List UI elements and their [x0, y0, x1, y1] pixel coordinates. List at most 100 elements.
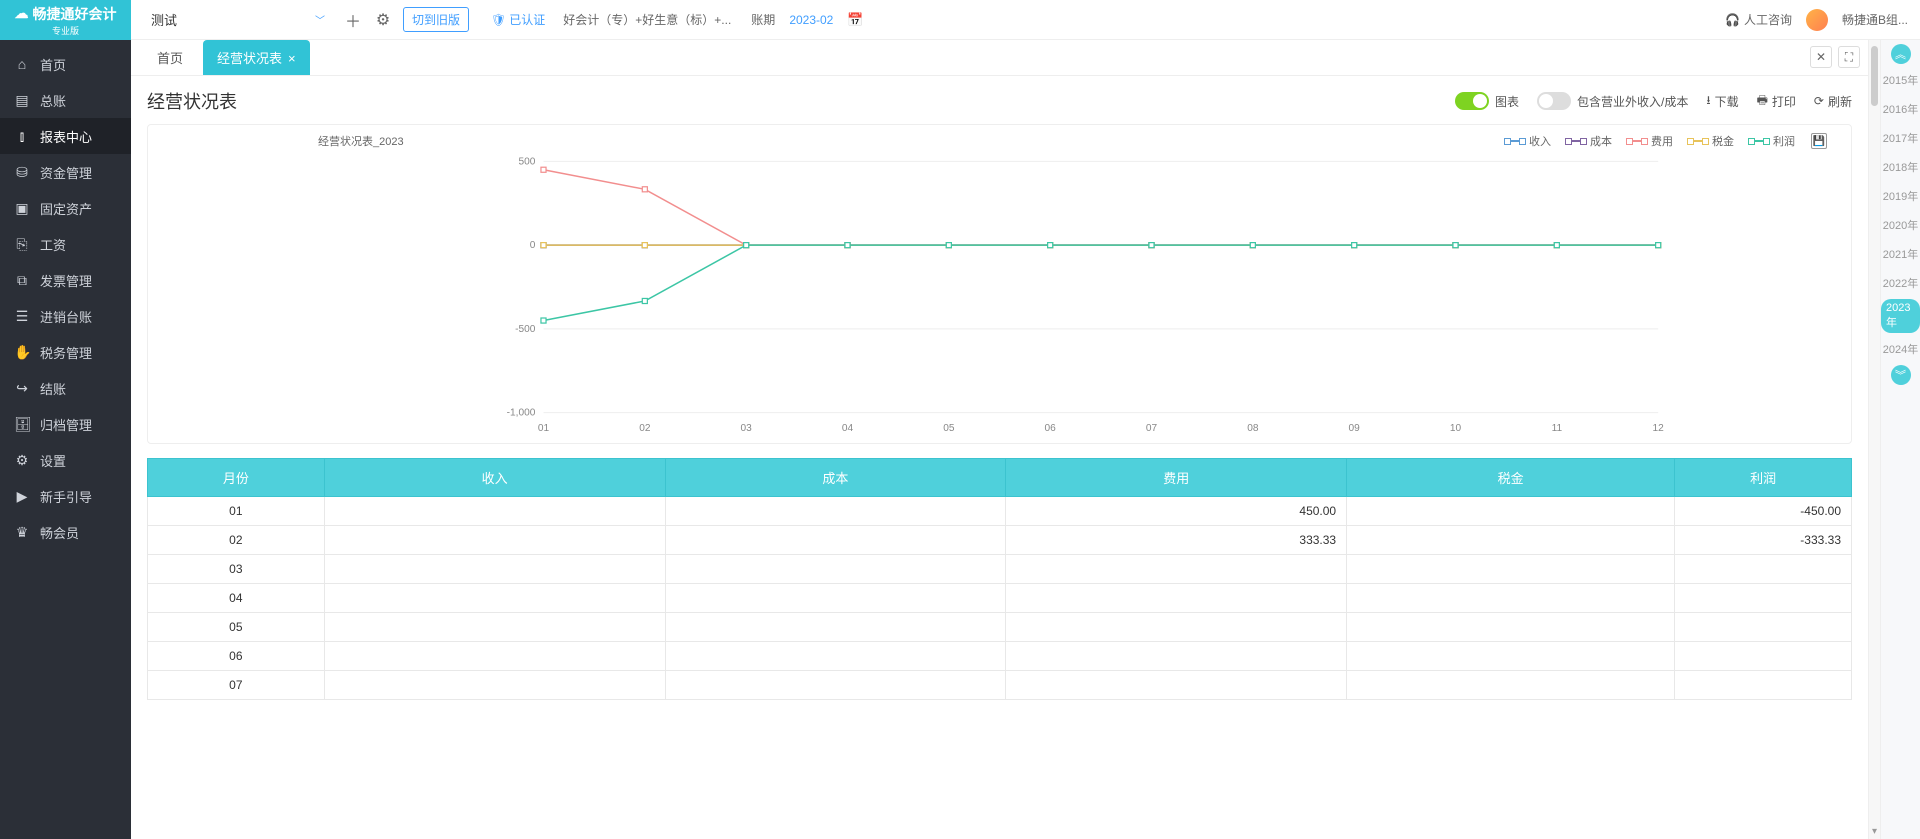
sidebar-label: 总账	[40, 91, 66, 110]
plan-text: 好会计（专）+好生意（标）+...	[563, 11, 731, 28]
table-cell: 02	[148, 526, 325, 555]
sidebar-item-6[interactable]: ⧉发票管理	[0, 262, 131, 298]
user-name[interactable]: 畅捷通B组...	[1842, 11, 1908, 28]
tab-current[interactable]: 经营状况表×	[203, 40, 310, 75]
table-cell	[665, 584, 1006, 613]
toggle-extra[interactable]	[1537, 92, 1571, 110]
year-item[interactable]: 2022年	[1883, 270, 1918, 296]
sidebar-icon: ▣	[14, 200, 30, 217]
sidebar-item-2[interactable]: ⫾报表中心	[0, 118, 131, 154]
year-item[interactable]: 2015年	[1883, 67, 1918, 93]
settings-icon[interactable]: ⚙	[373, 10, 393, 30]
tab-close-all[interactable]: ✕	[1810, 46, 1832, 68]
avatar[interactable]	[1806, 9, 1828, 31]
svg-text:07: 07	[1146, 423, 1158, 434]
svg-text:-500: -500	[515, 324, 536, 335]
year-item[interactable]: 2020年	[1883, 212, 1918, 238]
table-cell	[1347, 671, 1675, 700]
table-cell	[324, 526, 665, 555]
table-cell	[1675, 671, 1852, 700]
tab-fullscreen[interactable]: ⛶	[1838, 46, 1860, 68]
table-header: 利润	[1675, 459, 1852, 497]
table-cell	[1347, 642, 1675, 671]
year-item[interactable]: 2016年	[1883, 96, 1918, 122]
table-cell: 01	[148, 497, 325, 526]
year-down-button[interactable]: ︾	[1891, 365, 1911, 385]
legend-item[interactable]: 费用	[1628, 133, 1673, 149]
svg-text:-1,000: -1,000	[507, 408, 536, 419]
table-cell	[665, 642, 1006, 671]
svg-text:09: 09	[1349, 423, 1361, 434]
calendar-icon[interactable]: 📅	[847, 12, 863, 28]
sidebar-item-0[interactable]: ⌂首页	[0, 46, 131, 82]
table-cell: 05	[148, 613, 325, 642]
sidebar-item-12[interactable]: ▶ 新手引导	[0, 478, 131, 514]
tab-close-icon[interactable]: ×	[288, 51, 296, 66]
year-item[interactable]: 2019年	[1883, 183, 1918, 209]
print-icon: 🖶	[1757, 91, 1768, 112]
table-row: 04	[148, 584, 1852, 613]
sidebar-item-11[interactable]: ⚙设置	[0, 442, 131, 478]
svg-text:0: 0	[530, 240, 536, 251]
table-row: 05	[148, 613, 1852, 642]
year-item[interactable]: 2021年	[1883, 241, 1918, 267]
refresh-icon: ⟳	[1814, 94, 1824, 108]
legend-item[interactable]: 税金	[1689, 133, 1734, 149]
sidebar-item-7[interactable]: ☰进销台账	[0, 298, 131, 334]
legend-item[interactable]: 收入	[1506, 133, 1551, 149]
sidebar-item-10[interactable]: 🗄归档管理	[0, 406, 131, 442]
chart-save-icon[interactable]: 💾	[1811, 133, 1827, 149]
support-link[interactable]: 🎧人工咨询	[1725, 11, 1792, 28]
sidebar-item-13[interactable]: ♛畅会员	[0, 514, 131, 550]
add-button[interactable]: ＋	[343, 10, 363, 30]
legend-item[interactable]: 成本	[1567, 133, 1612, 149]
year-up-button[interactable]: ︽	[1891, 44, 1911, 64]
brand-logo: ☁畅捷通好会计 专业版	[0, 0, 131, 40]
sidebar-icon: ⧉	[14, 272, 30, 289]
sidebar-icon: ⫾	[14, 128, 30, 145]
year-item[interactable]: 2018年	[1883, 154, 1918, 180]
table-header: 成本	[665, 459, 1006, 497]
year-item[interactable]: 2017年	[1883, 125, 1918, 151]
tab-home[interactable]: 首页	[143, 40, 197, 75]
sidebar-item-3[interactable]: ⛁资金管理	[0, 154, 131, 190]
table-cell	[1347, 555, 1675, 584]
sidebar-item-9[interactable]: ↪结账	[0, 370, 131, 406]
table-cell	[1347, 526, 1675, 555]
refresh-button[interactable]: ⟳刷新	[1814, 93, 1852, 110]
sidebar-label: 新手引导	[40, 487, 92, 506]
sidebar-item-4[interactable]: ▣ 固定资产	[0, 190, 131, 226]
svg-text:01: 01	[538, 423, 550, 434]
data-table: 月份收入成本费用税金利润01450.00-450.0002333.33-333.…	[147, 458, 1852, 700]
table-cell	[1675, 555, 1852, 584]
period-value[interactable]: 2023-02	[789, 13, 833, 27]
svg-text:500: 500	[518, 156, 535, 167]
sidebar-icon: 🗄	[14, 416, 30, 433]
sidebar-item-8[interactable]: ✋税务管理	[0, 334, 131, 370]
print-button[interactable]: 🖶打印	[1757, 91, 1796, 112]
legend-item[interactable]: 利润	[1750, 133, 1795, 149]
sidebar-item-5[interactable]: ⎘工资	[0, 226, 131, 262]
sidebar-label: 固定资产	[40, 199, 92, 218]
table-cell	[1347, 584, 1675, 613]
sidebar-item-1[interactable]: ▤总账	[0, 82, 131, 118]
sidebar-icon: ▶	[14, 488, 30, 505]
year-item[interactable]: 2024年	[1883, 336, 1918, 362]
scroll-indicator[interactable]: ▾	[1868, 40, 1880, 839]
table-cell	[1006, 555, 1347, 584]
year-item[interactable]: 2023年	[1881, 299, 1920, 333]
toggle-chart[interactable]	[1455, 92, 1489, 110]
toggle-chart-label: 图表	[1495, 93, 1519, 110]
company-selector[interactable]: 测试﹀	[143, 6, 333, 33]
svg-text:11: 11	[1552, 423, 1563, 434]
table-row: 01450.00-450.00	[148, 497, 1852, 526]
table-cell	[1675, 642, 1852, 671]
table-row: 07	[148, 671, 1852, 700]
svg-text:02: 02	[639, 423, 651, 434]
download-button[interactable]: ⭳下载	[1706, 91, 1738, 112]
switch-old-button[interactable]: 切到旧版	[403, 7, 469, 32]
table-cell	[324, 642, 665, 671]
cloud-icon: ☁	[15, 5, 29, 22]
svg-text:10: 10	[1450, 423, 1462, 434]
table-row: 06	[148, 642, 1852, 671]
